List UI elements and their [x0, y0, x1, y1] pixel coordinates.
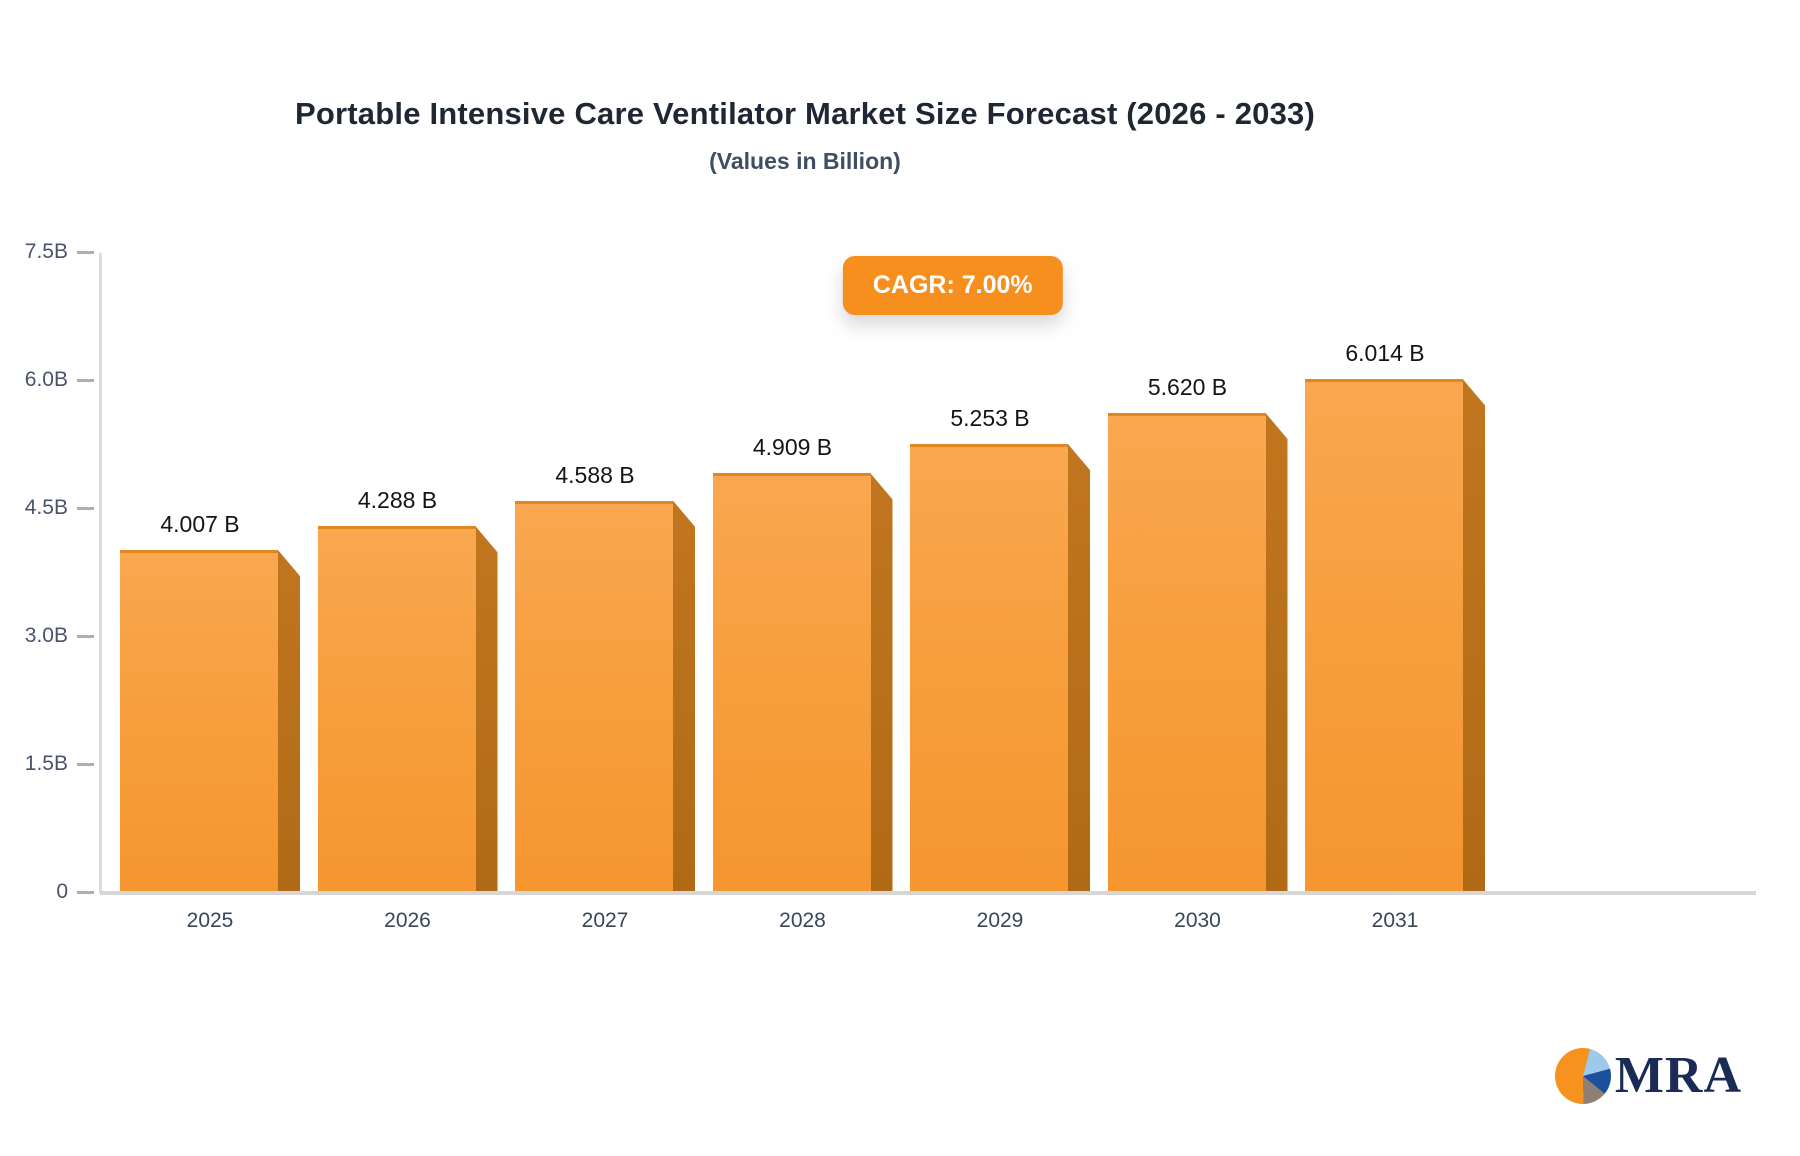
x-axis-label: 2029 — [976, 909, 1024, 932]
bar-value-label: 4.288 B — [357, 487, 438, 514]
bar-value-label: 5.620 B — [1147, 373, 1228, 400]
plot-area: 4.007 B 2025 4.288 B 2026 4.588 B 2027 4.909 B… — [100, 253, 1755, 932]
chart-title: Portable Intensive Care Ventilator Marke… — [295, 96, 1315, 131]
bar-side-face — [870, 473, 893, 891]
bar-side-face — [278, 550, 300, 891]
y-axis-tick-mark — [77, 251, 94, 254]
y-axis-tick-mark — [77, 891, 94, 894]
x-axis-label: 2027 — [581, 909, 629, 932]
bar-2028[interactable] — [712, 473, 871, 891]
x-axis-label: 2025 — [186, 909, 234, 932]
y-axis-tick-label: 1.5B — [24, 752, 68, 775]
y-axis-tick-label: 3.0B — [24, 624, 68, 647]
bar-2030[interactable] — [1107, 412, 1266, 891]
bar-group: 6.014 B 2031 — [1305, 340, 1485, 932]
y-axis-tick-mark — [77, 635, 94, 638]
bar-side-face — [1463, 379, 1485, 891]
bar-group: 4.007 B 2025 — [120, 511, 300, 932]
y-axis-tick-mark — [77, 379, 94, 382]
y-axis-tick-label: 4.5B — [24, 496, 68, 519]
pie-chart-logo-icon — [1554, 1048, 1611, 1104]
y-axis-line — [99, 253, 102, 893]
bar-side-face — [475, 526, 498, 891]
y-axis-tick-label: 7.5B — [24, 240, 68, 263]
bar-value-label: 6.014 B — [1345, 340, 1425, 367]
x-axis-label: 2026 — [384, 909, 431, 932]
y-axis-tick-label: 0 — [56, 880, 68, 903]
bar-side-face — [1265, 412, 1288, 891]
x-axis-label: 2028 — [779, 909, 826, 932]
bar-group: 4.909 B 2028 — [712, 434, 893, 932]
bar-group: 4.588 B 2027 — [515, 462, 695, 932]
bar-value-label: 5.253 B — [950, 405, 1030, 432]
bar-group: 5.253 B 2029 — [910, 405, 1090, 932]
cagr-badge: CAGR: 7.00% — [842, 256, 1063, 315]
brand-logo: MRA — [1554, 1047, 1742, 1104]
brand-logo-text: MRA — [1614, 1047, 1742, 1104]
bar-2027[interactable] — [515, 500, 673, 891]
y-axis-tick-mark — [77, 763, 94, 766]
bar-side-face — [673, 500, 695, 891]
y-axis-tick-mark — [77, 507, 94, 510]
x-axis-label: 2031 — [1371, 909, 1419, 932]
bar-group: 5.620 B 2030 — [1107, 374, 1288, 932]
y-axis: 7.5B 6.0B 4.5B 3.0B 1.5B 0 — [0, 240, 100, 903]
bar-side-face — [1068, 444, 1090, 891]
x-axis-label: 2030 — [1174, 909, 1221, 932]
y-axis-tick-label: 6.0B — [24, 368, 68, 391]
bar-value-label: 4.909 B — [752, 434, 833, 461]
x-axis-line — [100, 891, 1756, 895]
bar-group: 4.288 B 2026 — [317, 487, 498, 932]
chart-subtitle: (Values in Billion) — [709, 148, 901, 174]
bar-value-label: 4.588 B — [555, 461, 635, 488]
bar-2029[interactable] — [910, 444, 1068, 891]
bar-2025[interactable] — [120, 550, 278, 891]
bar-2031[interactable] — [1305, 379, 1463, 891]
bar-value-label: 4.007 B — [160, 511, 240, 538]
bar-2026[interactable] — [317, 526, 476, 891]
